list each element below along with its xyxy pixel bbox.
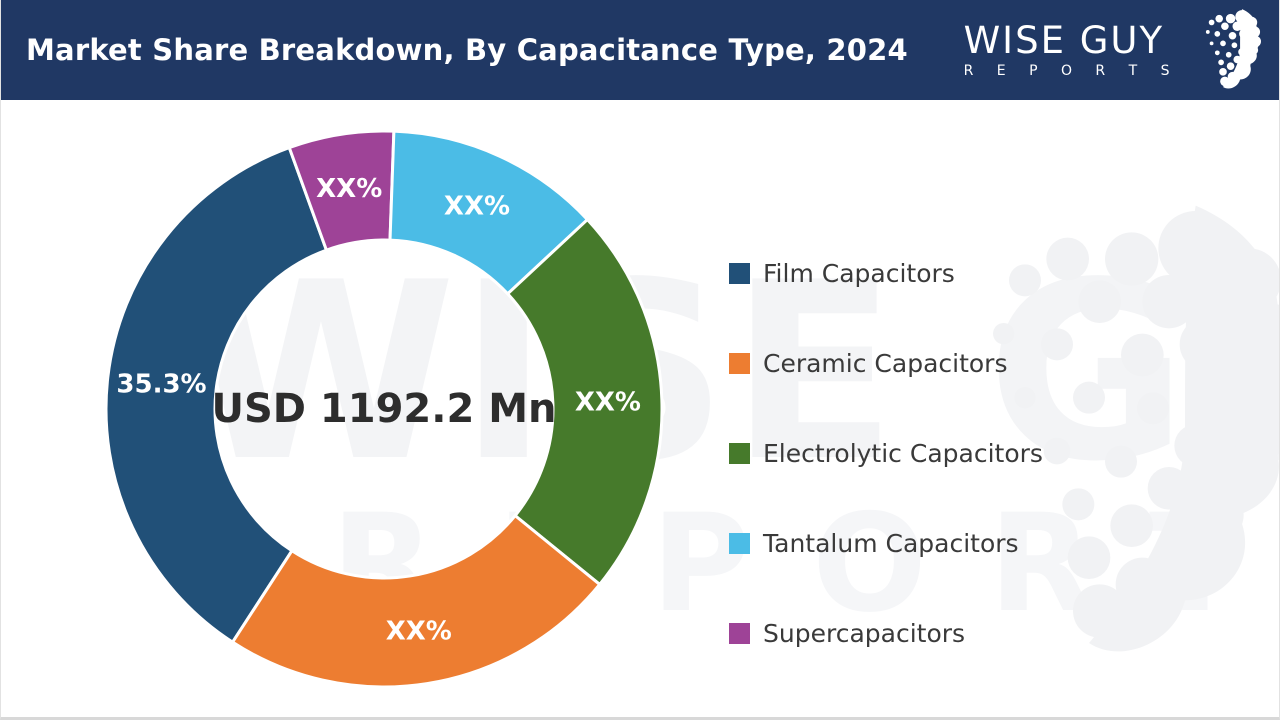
legend-label: Film Capacitors: [763, 259, 955, 288]
legend-swatch: [729, 443, 750, 464]
segment-value-label: 35.3%: [116, 370, 206, 400]
legend-label: Electrolytic Capacitors: [763, 439, 1043, 468]
legend: Film Capacitors Ceramic Capacitors Electro…: [729, 259, 1043, 710]
legend-item-film-capacitors: Film Capacitors: [729, 259, 1043, 288]
legend-swatch: [729, 623, 750, 644]
legend-swatch: [729, 353, 750, 374]
segment-value-label: XX%: [386, 616, 452, 646]
donut-segment-tantalum-capacitors: [388, 129, 589, 296]
page-title: Market Share Breakdown, By Capacitance T…: [26, 33, 908, 67]
header-bar: Market Share Breakdown, By Capacitance T…: [1, 0, 1279, 100]
legend-swatch: [729, 263, 750, 284]
segment-value-label: XX%: [444, 191, 510, 221]
logo-wiseguy-text: WISE GUY: [963, 18, 1165, 62]
donut-segment-supercapacitors: [287, 129, 396, 252]
segment-value-label: XX%: [316, 174, 382, 204]
legend-item-supercapacitors: Supercapacitors: [729, 619, 1043, 648]
wise-guy-head-logo-icon: [1205, 9, 1261, 89]
wise-guy-logo: WISE GUY R E P O R T S: [964, 7, 1261, 93]
legend-swatch: [729, 533, 750, 554]
segment-value-label: XX%: [575, 388, 641, 418]
legend-item-ceramic-capacitors: Ceramic Capacitors: [729, 349, 1043, 378]
legend-label: Ceramic Capacitors: [763, 349, 1008, 378]
legend-label: Tantalum Capacitors: [763, 529, 1019, 558]
legend-item-tantalum-capacitors: Tantalum Capacitors: [729, 529, 1043, 558]
chart-center-value: USD 1192.2 Mn: [211, 386, 557, 432]
legend-item-electrolytic-capacitors: Electrolytic Capacitors: [729, 439, 1043, 468]
legend-label: Supercapacitors: [763, 619, 966, 648]
logo-reports-text: R E P O R T S: [963, 62, 1179, 79]
donut-segment-ceramic-capacitors: [231, 514, 602, 689]
